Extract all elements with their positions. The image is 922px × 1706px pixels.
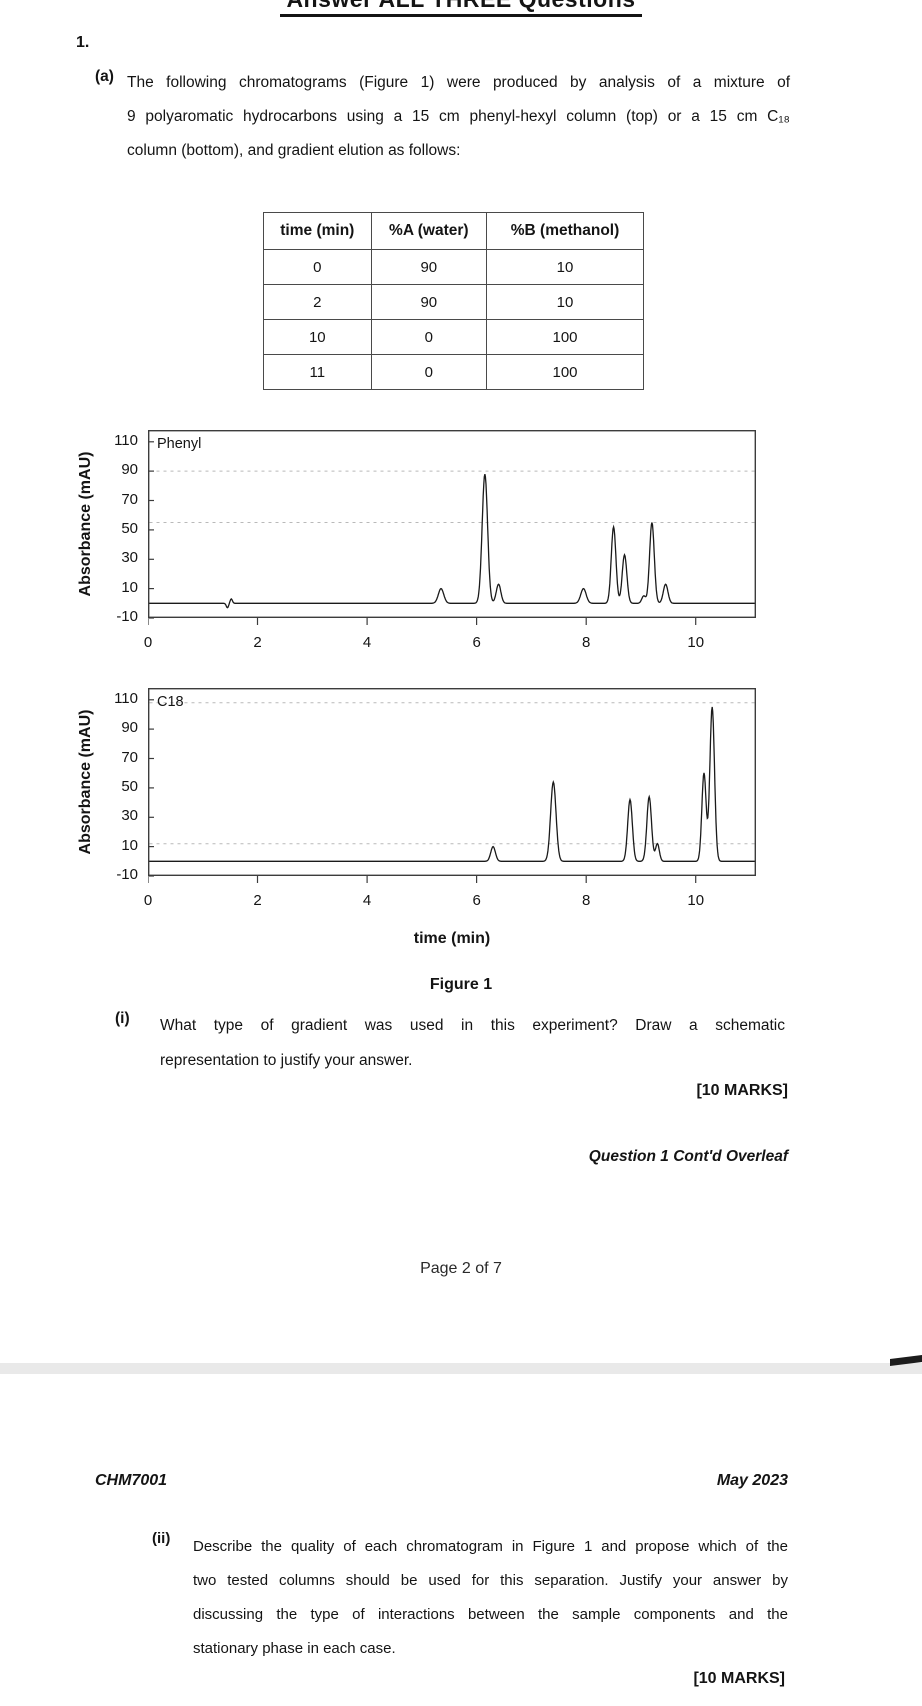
- gradient-table-header-cell: %A (water): [370, 212, 488, 250]
- table-cell: 0: [263, 249, 372, 285]
- part-a-line: 9 polyaromatic hydrocarbons using a 15 c…: [127, 108, 790, 125]
- x-axis-tick-label: 6: [472, 892, 481, 909]
- chromatogram-phenyl: 110 90 70 50 30 10 -10 0 2 4 6 8 10 Phenyl Absorbance …: [0, 392, 922, 652]
- chromatogram-phenyl-plot: [147, 429, 756, 631]
- question-number: 1.: [76, 34, 90, 51]
- table-cell: 90: [370, 284, 488, 320]
- y-axis-tick-label: 50: [121, 777, 138, 795]
- part-i-line: representation to justify your answer.: [160, 1052, 413, 1069]
- exam-header: Answer ALL THREE Questions: [0, 0, 922, 19]
- y-axis-tick-label: 30: [121, 549, 138, 567]
- x-axis-tick-label: 4: [362, 892, 372, 909]
- series-label: C18: [157, 694, 184, 710]
- table-cell: 10: [263, 319, 372, 355]
- part-i-line: What type of gradient was used in this e…: [160, 1017, 785, 1034]
- part-ii-line: stationary phase in each case.: [193, 1640, 396, 1657]
- x-axis-tick-label: 10: [687, 892, 705, 909]
- y-axis-tick-label: 10: [121, 836, 138, 854]
- table-cell: 0: [370, 354, 488, 390]
- table-row: 0 90 10: [263, 249, 644, 285]
- part-a-line: column (bottom), and gradient elution as…: [127, 142, 461, 159]
- table-row: 11 0 100: [263, 354, 644, 390]
- table-cell: 100: [486, 319, 644, 355]
- y-axis-tick-label: 90: [121, 719, 138, 737]
- figure-caption: Figure 1: [429, 976, 493, 993]
- part-ii-text: Describe the quality of each chromatogra…: [193, 1530, 788, 1666]
- x-axis-label: time (min): [413, 930, 491, 947]
- table-cell: 90: [370, 249, 488, 285]
- y-axis-tick-label: 70: [121, 490, 138, 508]
- gradient-table-header: time (min) %A (water) %B (methanol): [263, 212, 644, 250]
- page-number: Page 2 of 7: [420, 1260, 502, 1277]
- part-a-line: The following chromatograms (Figure 1) w…: [127, 74, 790, 91]
- y-axis-tick-label: 70: [121, 748, 138, 766]
- part-ii-marks: [10 MARKS]: [693, 1670, 785, 1687]
- question-continued-note: Question 1 Cont'd Overleaf: [588, 1148, 788, 1165]
- table-cell: 100: [486, 354, 644, 390]
- y-axis-tick-label: 110: [114, 431, 138, 449]
- part-i-text: What type of gradient was used in this e…: [160, 1008, 785, 1078]
- gradient-table-header-cell: time (min): [263, 212, 372, 250]
- x-axis-tick-label: 2: [253, 892, 262, 909]
- part-ii-label: (ii): [152, 1530, 171, 1547]
- exam-date: May 2023: [716, 1472, 788, 1489]
- y-axis-tick-label: -10: [116, 608, 138, 625]
- gradient-table: time (min) %A (water) %B (methanol) 0 90 10 2…: [263, 212, 644, 390]
- part-i-marks: [10 MARKS]: [696, 1082, 788, 1099]
- part-i-label: (i): [115, 1010, 130, 1027]
- exam-header-title: Answer ALL THREE Questions: [280, 0, 642, 17]
- page-break-scan-band: [0, 1363, 922, 1374]
- table-row: 2 90 10: [263, 284, 644, 320]
- gradient-table-body: 0 90 10 2 90 10 10 0 100 11 0 100: [263, 249, 644, 390]
- table-cell: 0: [370, 319, 488, 355]
- chromatogram-c18-plot: [147, 687, 756, 889]
- series-label: Phenyl: [157, 436, 202, 452]
- table-cell: 10: [486, 284, 644, 320]
- y-axis-tick-label: 90: [121, 461, 138, 479]
- table-cell: 11: [263, 354, 372, 390]
- y-axis-tick-label: 10: [121, 578, 138, 596]
- part-a-text: The following chromatograms (Figure 1) w…: [127, 66, 790, 168]
- x-axis-tick-label: 2: [253, 634, 262, 651]
- table-cell: 10: [486, 249, 644, 285]
- y-axis-tick-label: -10: [116, 866, 138, 883]
- gradient-table-header-cell: %B (methanol): [486, 212, 644, 250]
- chromatogram-c18: 110 90 70 50 30 10 -10 0 2 4 6 8 10 C18 Absorbance (mA…: [0, 650, 922, 970]
- x-axis-tick-label: 6: [472, 634, 481, 651]
- y-axis-label: Absorbance (mAU): [77, 709, 94, 855]
- x-axis-tick-label: 0: [143, 634, 153, 651]
- x-axis-tick-label: 8: [582, 634, 591, 651]
- part-ii-line: two tested columns should be used for th…: [193, 1572, 788, 1589]
- y-axis-tick-label: 110: [114, 689, 138, 707]
- x-axis-tick-label: 10: [687, 634, 705, 651]
- x-axis-tick-label: 4: [362, 634, 372, 651]
- part-a-label: (a): [95, 68, 114, 85]
- y-axis-tick-label: 30: [121, 807, 138, 825]
- part-ii-line: Describe the quality of each chromatogra…: [193, 1538, 788, 1555]
- part-ii-line: discussing the type of interactions betw…: [193, 1606, 788, 1623]
- table-cell: 2: [263, 284, 372, 320]
- table-row: 10 0 100: [263, 319, 644, 355]
- course-code: CHM7001: [95, 1472, 168, 1489]
- x-axis-tick-label: 8: [582, 892, 591, 909]
- x-axis-tick-label: 0: [143, 892, 153, 909]
- y-axis-tick-label: 50: [121, 519, 138, 537]
- y-axis-label: Absorbance (mAU): [77, 451, 94, 597]
